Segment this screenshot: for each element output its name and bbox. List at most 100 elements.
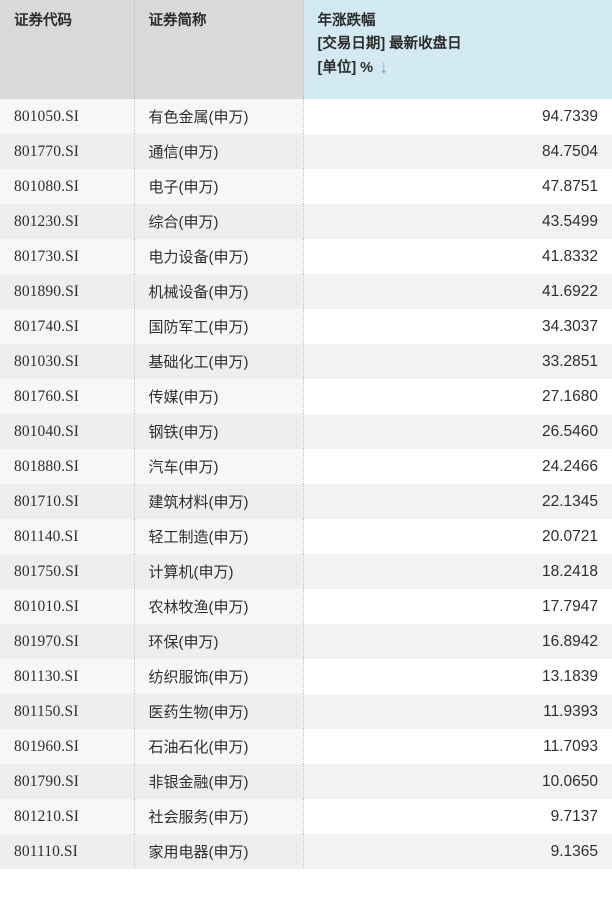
column-header-annual-change-title: 年涨跌幅 bbox=[317, 13, 376, 29]
cell-security-code: 801760.SI bbox=[0, 379, 135, 414]
cell-annual-change: 33.2851 bbox=[303, 344, 612, 379]
cell-security-name: 社会服务(申万) bbox=[134, 799, 304, 834]
cell-annual-change: 41.6922 bbox=[303, 274, 612, 309]
cell-annual-change: 9.1365 bbox=[303, 834, 612, 869]
cell-annual-change: 9.7137 bbox=[303, 799, 612, 834]
cell-security-name: 基础化工(申万) bbox=[134, 344, 304, 379]
cell-security-name: 钢铁(申万) bbox=[134, 414, 304, 449]
cell-security-name: 国防军工(申万) bbox=[134, 309, 304, 344]
cell-annual-change: 34.3037 bbox=[303, 309, 612, 344]
cell-annual-change: 24.2466 bbox=[303, 449, 612, 484]
table-row[interactable]: 801130.SI 纺织服饰(申万) 13.1839 bbox=[0, 659, 612, 694]
cell-annual-change: 11.9393 bbox=[303, 694, 612, 729]
cell-annual-change: 10.0650 bbox=[303, 764, 612, 799]
table-row[interactable]: 801140.SI 轻工制造(申万) 20.0721 bbox=[0, 519, 612, 554]
cell-annual-change: 27.1680 bbox=[303, 379, 612, 414]
cell-security-name: 有色金属(申万) bbox=[134, 99, 304, 134]
table-row[interactable]: 801230.SI 综合(申万) 43.5499 bbox=[0, 204, 612, 239]
cell-security-code: 801150.SI bbox=[0, 694, 135, 729]
table-row[interactable]: 801970.SI 环保(申万) 16.8942 bbox=[0, 624, 612, 659]
column-header-unit-line: [单位] % ↓ bbox=[318, 56, 599, 80]
table-header: 证券代码 证券简称 年涨跌幅 [交易日期] 最新收盘日 [单位] % ↓ bbox=[0, 0, 612, 99]
cell-security-code: 801110.SI bbox=[0, 834, 135, 869]
table-row[interactable]: 801040.SI 钢铁(申万) 26.5460 bbox=[0, 414, 612, 449]
cell-security-code: 801040.SI bbox=[0, 414, 135, 449]
cell-security-code: 801210.SI bbox=[0, 799, 135, 834]
table-body: 801050.SI 有色金属(申万) 94.7339 801770.SI 通信(申万) 8… bbox=[0, 99, 612, 869]
cell-security-name: 建筑材料(申万) bbox=[134, 484, 304, 519]
cell-security-name: 汽车(申万) bbox=[134, 449, 304, 484]
cell-annual-change: 84.7504 bbox=[303, 134, 612, 169]
cell-security-name: 综合(申万) bbox=[134, 204, 304, 239]
column-header-code-label: 证券代码 bbox=[14, 13, 72, 29]
column-header-trade-date-line: [交易日期] 最新收盘日 bbox=[317, 36, 462, 52]
table-row[interactable]: 801710.SI 建筑材料(申万) 22.1345 bbox=[0, 484, 612, 519]
cell-security-name: 石油石化(申万) bbox=[134, 729, 304, 764]
sort-descending-arrow-icon[interactable]: ↓ bbox=[380, 56, 388, 79]
cell-annual-change: 41.8332 bbox=[303, 239, 612, 274]
cell-security-name: 电子(申万) bbox=[134, 169, 304, 204]
column-header-unit-label: [单位] % bbox=[317, 60, 374, 76]
table-row[interactable]: 801010.SI 农林牧渔(申万) 17.7947 bbox=[0, 589, 612, 624]
table-row[interactable]: 801760.SI 传媒(申万) 27.1680 bbox=[0, 379, 612, 414]
cell-security-code: 801740.SI bbox=[0, 309, 135, 344]
cell-security-name: 纺织服饰(申万) bbox=[134, 659, 304, 694]
table-row[interactable]: 801110.SI 家用电器(申万) 9.1365 bbox=[0, 834, 612, 869]
cell-annual-change: 16.8942 bbox=[303, 624, 612, 659]
table-row[interactable]: 801880.SI 汽车(申万) 24.2466 bbox=[0, 449, 612, 484]
column-header-code[interactable]: 证券代码 bbox=[0, 0, 135, 99]
table-row[interactable]: 801890.SI 机械设备(申万) 41.6922 bbox=[0, 274, 612, 309]
table-row[interactable]: 801080.SI 电子(申万) 47.8751 bbox=[0, 169, 612, 204]
cell-security-name: 医药生物(申万) bbox=[134, 694, 304, 729]
cell-annual-change: 47.8751 bbox=[303, 169, 612, 204]
cell-annual-change: 11.7093 bbox=[303, 729, 612, 764]
cell-annual-change: 43.5499 bbox=[303, 204, 612, 239]
cell-security-code: 801790.SI bbox=[0, 764, 135, 799]
table-row[interactable]: 801050.SI 有色金属(申万) 94.7339 bbox=[0, 99, 612, 134]
table-row[interactable]: 801740.SI 国防军工(申万) 34.3037 bbox=[0, 309, 612, 344]
cell-security-code: 801750.SI bbox=[0, 554, 135, 589]
cell-annual-change: 13.1839 bbox=[303, 659, 612, 694]
table-row[interactable]: 801030.SI 基础化工(申万) 33.2851 bbox=[0, 344, 612, 379]
cell-security-name: 农林牧渔(申万) bbox=[134, 589, 304, 624]
cell-annual-change: 22.1345 bbox=[303, 484, 612, 519]
cell-security-name: 电力设备(申万) bbox=[134, 239, 304, 274]
cell-annual-change: 18.2418 bbox=[303, 554, 612, 589]
cell-security-name: 非银金融(申万) bbox=[134, 764, 304, 799]
cell-security-code: 801880.SI bbox=[0, 449, 135, 484]
table-header-row: 证券代码 证券简称 年涨跌幅 [交易日期] 最新收盘日 [单位] % ↓ bbox=[0, 0, 612, 99]
column-header-annual-change[interactable]: 年涨跌幅 [交易日期] 最新收盘日 [单位] % ↓ bbox=[303, 0, 612, 99]
cell-annual-change: 20.0721 bbox=[303, 519, 612, 554]
table-row[interactable]: 801770.SI 通信(申万) 84.7504 bbox=[0, 134, 612, 169]
cell-security-code: 801130.SI bbox=[0, 659, 135, 694]
cell-annual-change: 26.5460 bbox=[303, 414, 612, 449]
table-row[interactable]: 801750.SI 计算机(申万) 18.2418 bbox=[0, 554, 612, 589]
cell-security-name: 机械设备(申万) bbox=[134, 274, 304, 309]
securities-annual-change-table: 证券代码 证券简称 年涨跌幅 [交易日期] 最新收盘日 [单位] % ↓ 8010… bbox=[0, 0, 612, 869]
cell-security-code: 801960.SI bbox=[0, 729, 135, 764]
column-header-name[interactable]: 证券简称 bbox=[134, 0, 304, 99]
cell-security-code: 801890.SI bbox=[0, 274, 135, 309]
cell-security-code: 801970.SI bbox=[0, 624, 135, 659]
cell-security-code: 801030.SI bbox=[0, 344, 135, 379]
table-row[interactable]: 801150.SI 医药生物(申万) 11.9393 bbox=[0, 694, 612, 729]
table-row[interactable]: 801730.SI 电力设备(申万) 41.8332 bbox=[0, 239, 612, 274]
cell-security-code: 801050.SI bbox=[0, 99, 135, 134]
cell-security-name: 传媒(申万) bbox=[134, 379, 304, 414]
table-row[interactable]: 801960.SI 石油石化(申万) 11.7093 bbox=[0, 729, 612, 764]
cell-security-code: 801230.SI bbox=[0, 204, 135, 239]
cell-security-name: 家用电器(申万) bbox=[134, 834, 304, 869]
cell-security-code: 801770.SI bbox=[0, 134, 135, 169]
cell-security-name: 环保(申万) bbox=[134, 624, 304, 659]
table-row[interactable]: 801790.SI 非银金融(申万) 10.0650 bbox=[0, 764, 612, 799]
cell-security-code: 801730.SI bbox=[0, 239, 135, 274]
cell-annual-change: 17.7947 bbox=[303, 589, 612, 624]
cell-security-code: 801080.SI bbox=[0, 169, 135, 204]
table-row[interactable]: 801210.SI 社会服务(申万) 9.7137 bbox=[0, 799, 612, 834]
cell-security-code: 801710.SI bbox=[0, 484, 135, 519]
column-header-name-label: 证券简称 bbox=[148, 13, 207, 29]
cell-annual-change: 94.7339 bbox=[303, 99, 612, 134]
cell-security-name: 通信(申万) bbox=[134, 134, 304, 169]
cell-security-code: 801140.SI bbox=[0, 519, 135, 554]
